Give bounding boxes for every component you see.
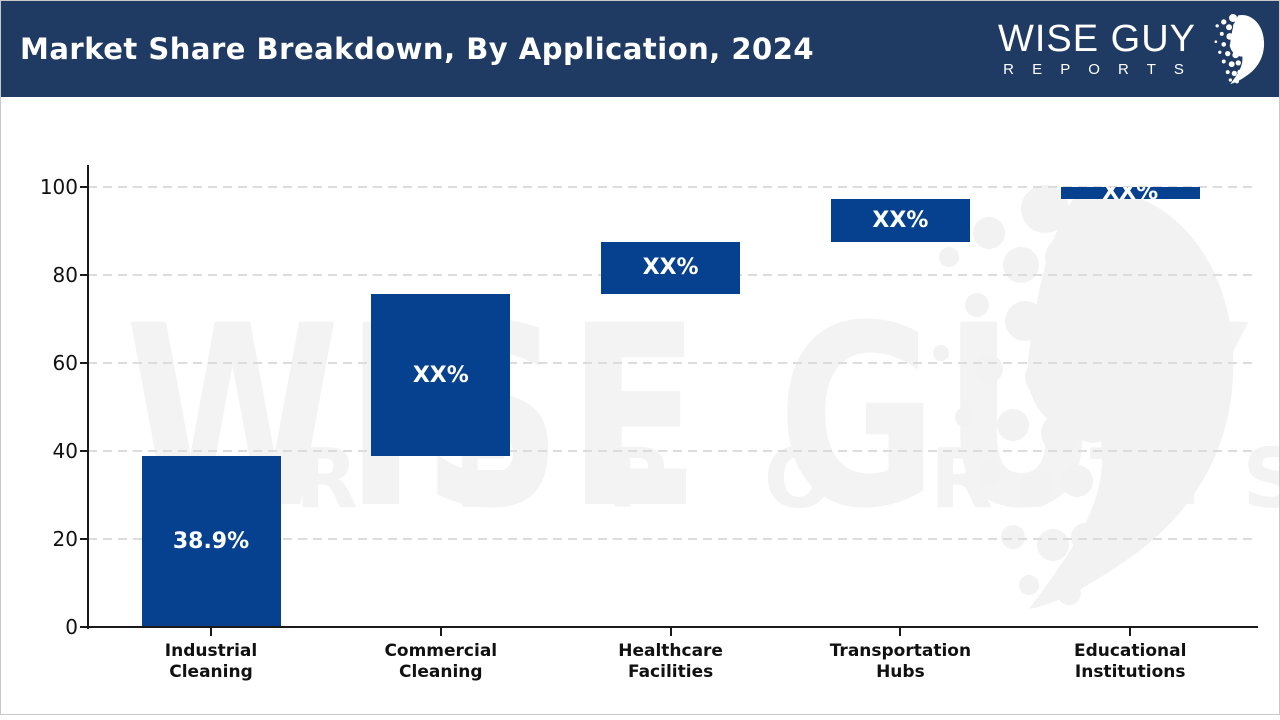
logo-text: WISE GUY R E P O R T S — [998, 19, 1196, 79]
x-axis-line — [87, 626, 1258, 628]
logo-face-icon — [1200, 7, 1266, 91]
category-label-line: Educational — [1073, 641, 1187, 661]
chart-area: WISE GUY R E P O R T S 0 20 40 60 80 100 38.9%… — [0, 97, 1280, 720]
x-axis-category-label: Educational Institutions — [1015, 641, 1245, 683]
logo-wordmark: WISE GUY — [997, 17, 1196, 60]
category-label-line: Commercial — [384, 641, 498, 661]
y-axis-tick — [80, 274, 88, 276]
watermark-face-icon — [845, 177, 1245, 617]
y-gridline — [88, 538, 1258, 540]
category-label-line: Cleaning — [399, 662, 483, 682]
category-label-line: Transportation — [829, 641, 972, 661]
logo-subtitle: R E P O R T S — [1003, 60, 1191, 78]
waterfall-bar: XX% — [601, 241, 741, 295]
y-axis-tick-label: 40 — [52, 439, 78, 463]
category-label-line: Cleaning — [169, 662, 253, 682]
y-axis-tick-label: 100 — [39, 175, 78, 199]
x-axis-tick — [1129, 628, 1132, 636]
x-axis-category-label: Healthcare Facilities — [556, 641, 786, 683]
category-label-line: Healthcare — [618, 641, 723, 661]
category-label-line: Institutions — [1074, 662, 1186, 682]
y-gridline — [88, 450, 1258, 452]
y-gridline — [88, 362, 1258, 364]
x-axis-tick — [669, 628, 672, 636]
y-axis-tick — [80, 186, 88, 188]
y-axis-tick — [80, 362, 88, 364]
header: Market Share Breakdown, By Application, … — [0, 0, 1280, 97]
y-axis-tick-label: 20 — [52, 527, 78, 551]
y-axis-tick-label: 80 — [52, 263, 78, 287]
bar-value-label: XX% — [1102, 187, 1158, 199]
page-title: Market Share Breakdown, By Application, … — [20, 31, 815, 66]
waterfall-bar: 38.9% — [141, 455, 281, 627]
y-axis-tick-label: 0 — [65, 615, 78, 639]
waterfall-bar: XX% — [371, 294, 511, 456]
category-label-line: Facilities — [627, 662, 714, 682]
x-axis-tick — [439, 628, 442, 636]
bar-value-label: 38.9% — [172, 528, 250, 554]
bar-value-label: XX% — [872, 207, 929, 233]
y-gridline — [88, 186, 1258, 188]
y-axis-tick-label: 60 — [52, 351, 78, 375]
category-label-line: Industrial — [164, 641, 258, 661]
waterfall-bar: XX% — [1060, 187, 1200, 199]
category-label-line: Hubs — [876, 662, 925, 682]
y-axis-tick — [80, 538, 88, 540]
y-axis-tick — [80, 626, 88, 628]
y-axis-line — [87, 165, 89, 629]
y-axis-tick — [80, 450, 88, 452]
x-axis-category-label: Transportation Hubs — [785, 641, 1015, 683]
waterfall-bar: XX% — [830, 198, 970, 242]
wise-guy-reports-logo: WISE GUY R E P O R T S — [998, 7, 1266, 91]
bar-value-label: XX% — [642, 255, 699, 281]
bar-value-label: XX% — [412, 362, 469, 388]
x-axis-tick — [899, 628, 902, 636]
x-axis-category-label: Commercial Cleaning — [326, 641, 556, 683]
x-axis-tick — [210, 628, 212, 636]
x-axis-category-label: Industrial Cleaning — [96, 641, 326, 683]
